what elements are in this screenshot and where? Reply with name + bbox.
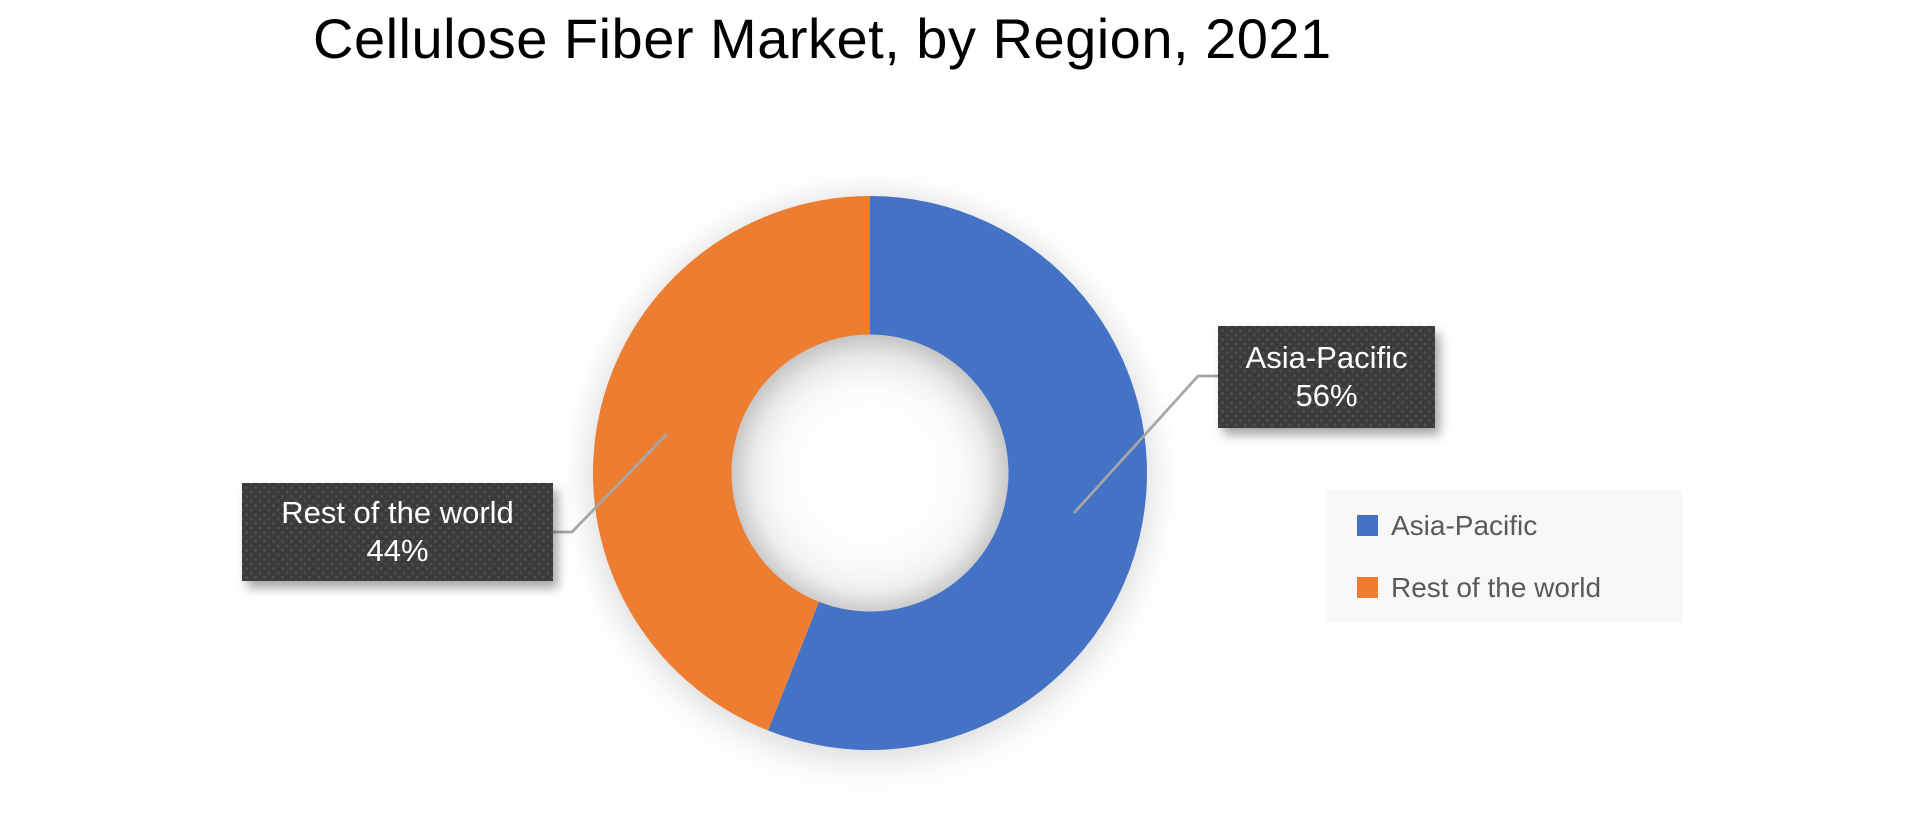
- legend-label-asia-pacific: Asia-Pacific: [1391, 509, 1538, 541]
- donut-hole: [731, 334, 1009, 612]
- legend-item-rest-of-the-world: Rest of the world: [1357, 572, 1683, 604]
- donut-slices: [592, 196, 1147, 750]
- chart-title: Cellulose Fiber Market, by Region, 2021: [313, 7, 1332, 70]
- donut-slice-rest-of-the-world: [592, 196, 870, 731]
- donut-chart: [592, 196, 1147, 750]
- data-label-rest-of-the-world: Rest of the world 44%: [242, 483, 553, 581]
- data-label-rest-of-the-world-name: Rest of the world: [281, 495, 514, 530]
- donut-slice-asia-pacific: [768, 196, 1147, 750]
- data-label-rest-of-the-world-value: 44%: [366, 533, 429, 568]
- chart-legend: Asia-Pacific Rest of the world: [1326, 490, 1683, 623]
- legend-item-asia-pacific: Asia-Pacific: [1357, 510, 1683, 542]
- legend-label-rest-of-the-world: Rest of the world: [1391, 571, 1602, 603]
- data-label-asia-pacific: Asia-Pacific 56%: [1218, 326, 1435, 428]
- data-label-asia-pacific-name: Asia-Pacific: [1245, 340, 1408, 375]
- legend-swatch-asia-pacific: [1357, 515, 1378, 536]
- data-label-asia-pacific-value: 56%: [1295, 378, 1358, 413]
- legend-swatch-rest-of-the-world: [1357, 577, 1378, 598]
